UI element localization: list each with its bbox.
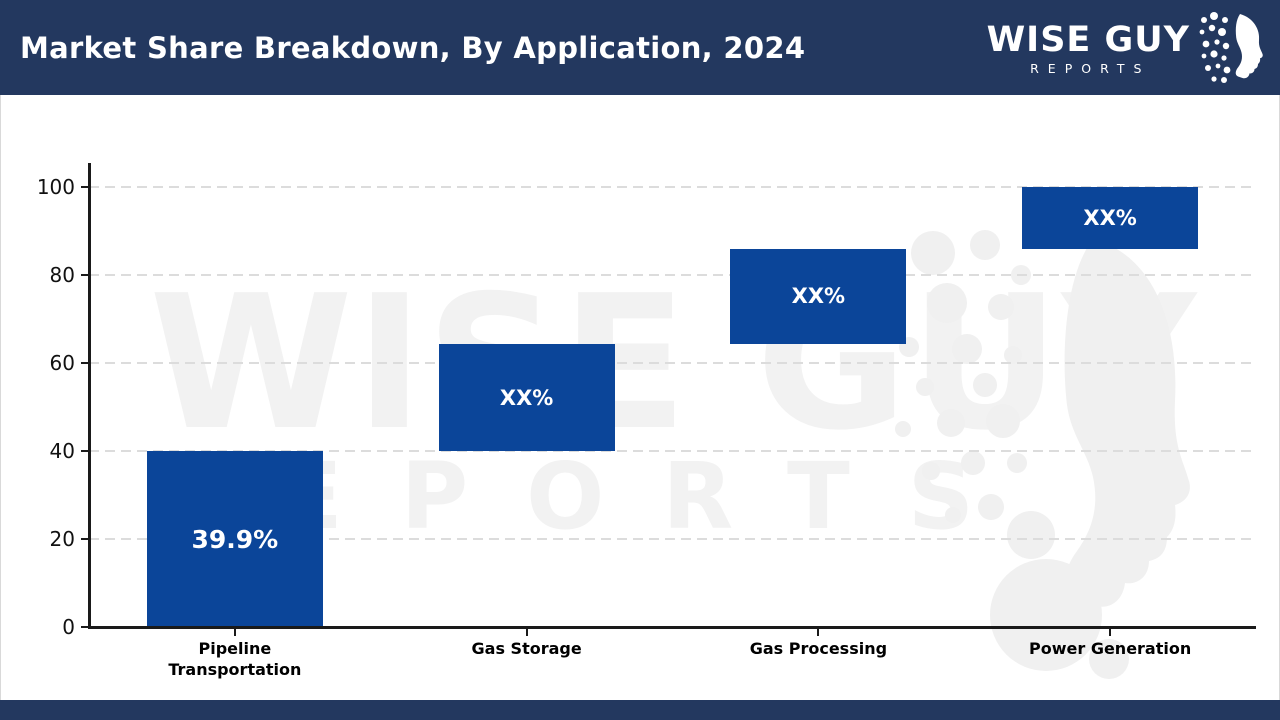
- brand-reports-text: REPORTS: [1030, 60, 1151, 76]
- y-tick-label-80: 80: [49, 263, 75, 287]
- y-tick-100: [81, 186, 89, 188]
- brand-dotted-face-icon: [1199, 12, 1263, 83]
- x-tick-2: [817, 628, 820, 636]
- y-tick-label-20: 20: [49, 527, 75, 551]
- bar-gas-processing: XX%: [730, 248, 907, 344]
- y-tick-label-100: 100: [36, 175, 75, 199]
- page-title: Market Share Breakdown, By Application, …: [20, 30, 806, 65]
- bar-gas-storage: XX%: [438, 343, 615, 452]
- gridline-40: [89, 450, 1256, 452]
- y-axis-line: [88, 163, 91, 628]
- gridline-100: [89, 186, 1256, 188]
- brand-logo: WISE GUY REPORTS: [987, 10, 1264, 88]
- gridline-80: [89, 274, 1256, 276]
- y-tick-20: [81, 538, 89, 540]
- bar-power-generation: XX%: [1022, 187, 1199, 249]
- footer-bar: [0, 700, 1280, 720]
- y-tick-label-40: 40: [49, 439, 75, 463]
- category-label: Gas Processing: [749, 639, 888, 658]
- y-tick-label-0: 0: [62, 615, 75, 639]
- x-tick-1: [525, 628, 528, 636]
- bar-value-label: 39.9%: [191, 524, 279, 554]
- y-tick-80: [81, 274, 89, 276]
- bar-value-label: XX%: [791, 284, 846, 309]
- y-tick-60: [81, 362, 89, 364]
- bar-value-label: XX%: [1083, 205, 1137, 230]
- y-tick-40: [81, 450, 89, 452]
- y-tick-label-60: 60: [49, 351, 75, 375]
- plot-region: WISE GUY REPORTS 0 20 40 60 80 100 39.9% Pipeli…: [0, 95, 1280, 700]
- header-bar: Market Share Breakdown, By Application, …: [0, 0, 1280, 95]
- gridline-20: [89, 538, 1256, 540]
- category-label: Pipeline Transportation: [168, 639, 302, 679]
- bar-pipeline-transportation: 39.9%: [146, 451, 323, 627]
- brand-name-text: WISE GUY: [986, 19, 1190, 60]
- x-tick-3: [1109, 628, 1112, 636]
- brand-wordmark: WISE GUY REPORTS: [986, 19, 1190, 76]
- category-label: Gas Storage: [471, 639, 582, 658]
- y-tick-0: [81, 626, 89, 628]
- x-tick-0: [233, 628, 236, 636]
- bar-value-label: XX%: [499, 385, 554, 410]
- x-axis-line: [88, 626, 1256, 629]
- gridline-60: [89, 362, 1256, 364]
- category-label: Power Generation: [1029, 639, 1192, 658]
